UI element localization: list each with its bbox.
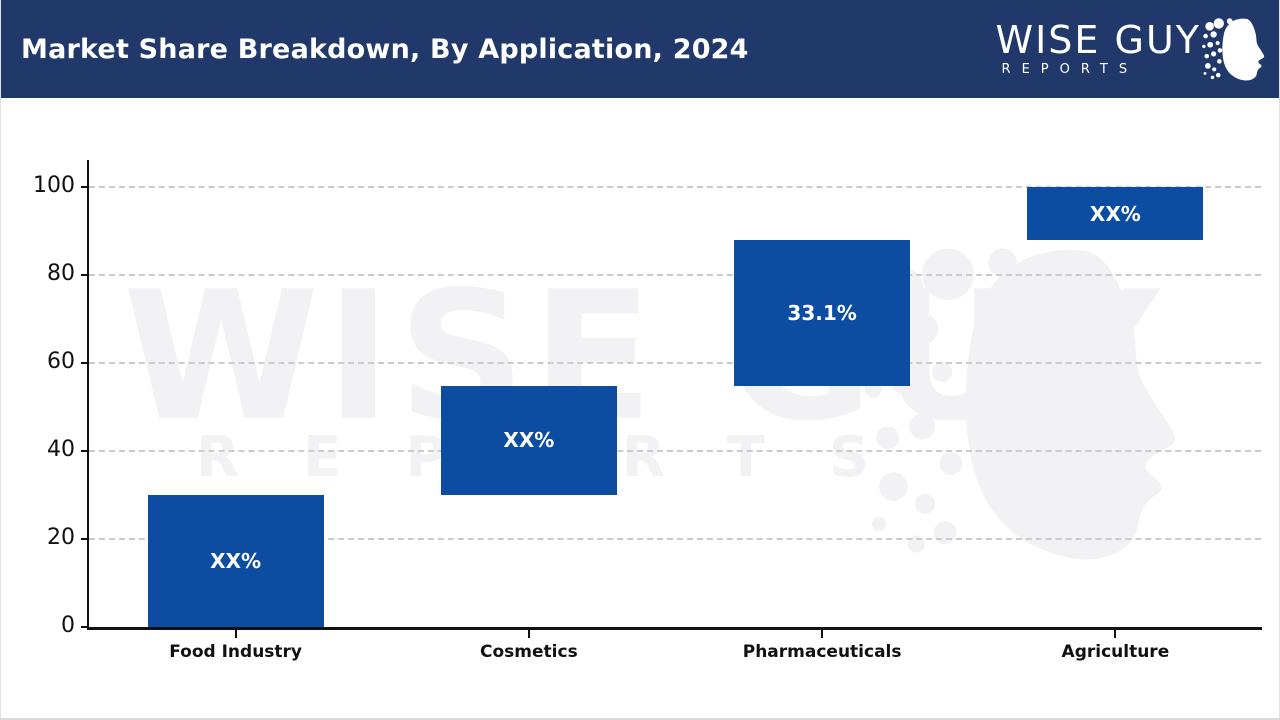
y-axis-tick — [81, 274, 89, 276]
gridline — [89, 538, 1261, 540]
y-tick-label: 100 — [33, 173, 75, 198]
y-tick-label: 40 — [47, 437, 75, 462]
x-axis-tick — [527, 630, 530, 638]
watermark-head-icon — [864, 248, 1175, 560]
y-tick-label: 80 — [47, 261, 75, 286]
bar-value-label: 33.1% — [787, 301, 857, 326]
x-axis-tick — [1114, 630, 1117, 638]
bar-value-label: XX% — [503, 428, 555, 453]
bar-cosmetics: XX% — [440, 385, 617, 495]
y-tick-label: 0 — [61, 613, 75, 638]
x-axis — [87, 627, 1262, 630]
logo-head-icon — [1202, 18, 1265, 81]
logo-subtext: REPORTS — [1001, 62, 1139, 77]
bar-value-label: XX% — [210, 549, 262, 573]
gridline — [89, 274, 1261, 276]
y-axis-tick — [81, 538, 89, 540]
x-category-label: Agriculture — [1061, 642, 1170, 662]
x-category-label: Food Industry — [169, 642, 303, 662]
y-axis-tick — [81, 626, 89, 628]
y-tick-label: 60 — [47, 349, 75, 374]
y-axis-tick — [81, 450, 89, 452]
x-axis-tick — [821, 630, 824, 638]
y-axis-tick — [81, 362, 89, 364]
x-category-label: Cosmetics — [480, 642, 578, 662]
wise-guy-logo: WISE GUY REPORTS — [996, 11, 1267, 87]
bar-agriculture: XX% — [1027, 187, 1204, 241]
y-axis-tick — [81, 186, 89, 188]
bar-food-industry: XX% — [147, 495, 324, 627]
page-title: Market Share Breakdown, By Application, … — [21, 33, 749, 65]
logo-wordmark: WISE GUY — [995, 18, 1201, 62]
gridline — [89, 186, 1261, 188]
bar-pharmaceuticals: 33.1% — [734, 240, 911, 386]
y-axis — [87, 160, 89, 629]
logo-text: WISE GUY REPORTS — [996, 21, 1201, 77]
x-category-label: Pharmaceuticals — [742, 642, 902, 662]
gridline — [89, 362, 1261, 364]
gridline — [89, 450, 1261, 452]
bar-value-label: XX% — [1089, 201, 1141, 226]
x-axis-tick — [234, 630, 237, 638]
y-tick-label: 20 — [47, 525, 75, 550]
header: Market Share Breakdown, By Application, … — [1, 0, 1279, 98]
